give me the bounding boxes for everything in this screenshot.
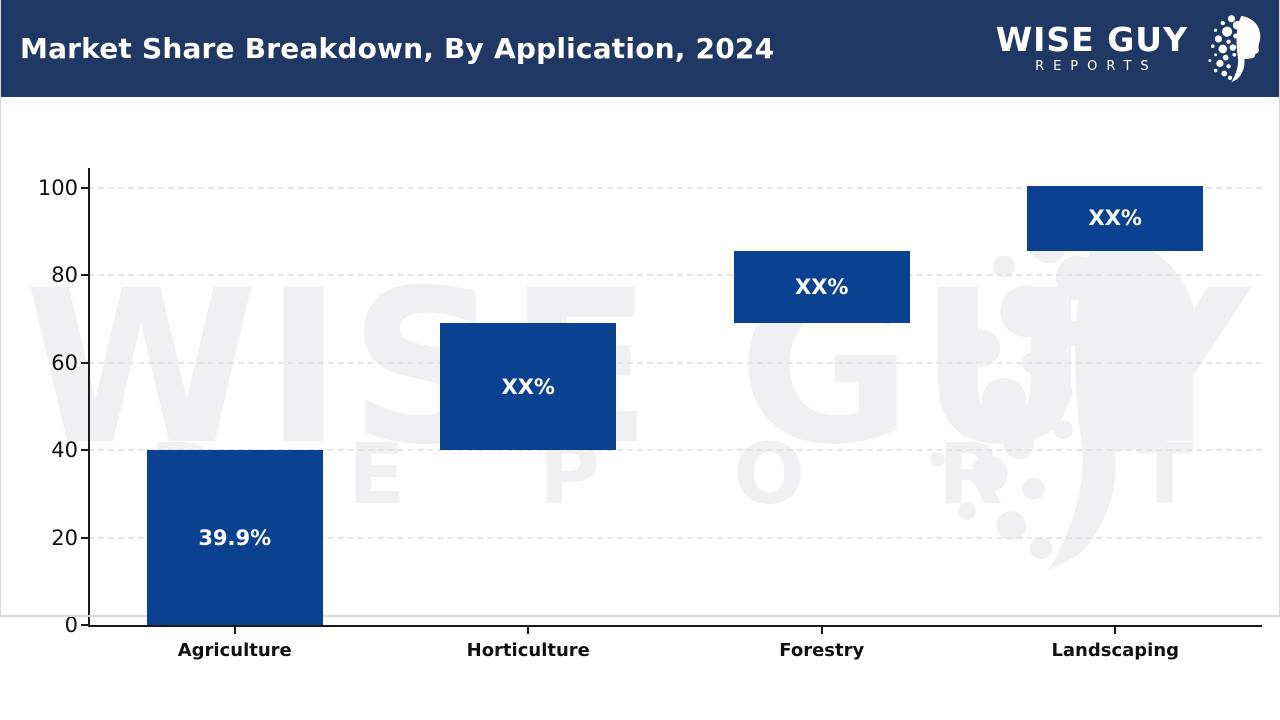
y-tick-mark (81, 449, 88, 451)
gridline-60 (88, 361, 1262, 364)
category-label-landscaping: Landscaping (1051, 640, 1180, 661)
logo-subtitle: REPORTS (1035, 59, 1158, 74)
y-tick-mark (81, 274, 88, 276)
bar-value-label: XX% (795, 274, 849, 299)
bar-forestry: XX% (733, 250, 910, 323)
dotted-face-icon (1208, 14, 1261, 82)
gridline-80 (88, 274, 1262, 276)
category-label-agriculture: Agriculture (177, 640, 292, 661)
y-tick-label: 100 (37, 175, 78, 200)
gridline-40 (88, 449, 1262, 451)
header-bar: Market Share Breakdown, By Application, … (0, 0, 1280, 97)
bar-value-label: XX% (1088, 206, 1142, 231)
bar-landscaping: XX% (1027, 185, 1204, 251)
y-tick-mark (81, 186, 88, 189)
x-tick-mark (1114, 627, 1117, 634)
x-tick-mark (233, 627, 236, 634)
x-axis-line (88, 625, 1262, 627)
bar-value-label: 39.9% (198, 525, 272, 550)
bar-horticulture: XX% (440, 322, 617, 451)
y-tick-mark (81, 361, 88, 364)
y-tick-mark (81, 536, 88, 539)
y-tick-label: 60 (51, 350, 78, 375)
watermark-dotted-face-icon (930, 226, 1197, 571)
category-label-horticulture: Horticulture (466, 640, 590, 661)
gridline-20 (88, 536, 1262, 539)
y-tick-label: 20 (51, 525, 78, 550)
wise-guy-logo: WISE GUY REPORTS (996, 10, 1280, 88)
y-tick-label: 40 (51, 438, 78, 462)
y-tick-label: 0 (64, 613, 78, 637)
x-tick-mark (820, 627, 823, 634)
bar-agriculture: 39.9% (146, 450, 323, 625)
logo-wordmark: WISE GUY (995, 20, 1188, 59)
y-tick-label: 80 (51, 263, 78, 287)
page-title: Market Share Breakdown, By Application, … (20, 32, 775, 65)
bar-value-label: XX% (501, 374, 555, 399)
y-tick-mark (81, 624, 88, 626)
y-axis-line (88, 168, 90, 627)
category-label-forestry: Forestry (779, 640, 865, 661)
gridline-100 (88, 186, 1262, 189)
x-tick-mark (527, 627, 530, 634)
